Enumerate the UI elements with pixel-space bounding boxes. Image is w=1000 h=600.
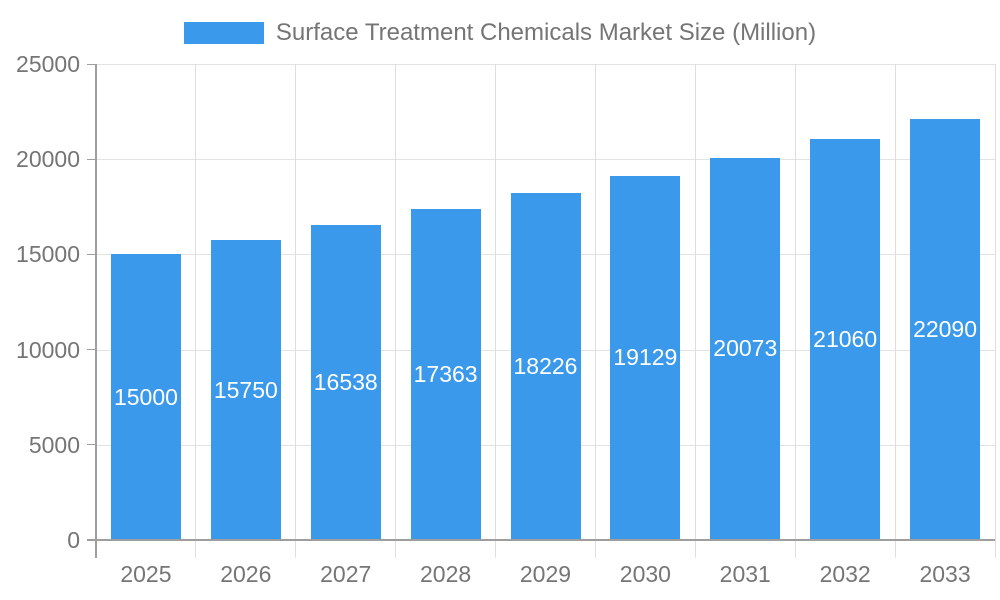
legend-label: Surface Treatment Chemicals Market Size … [275,19,817,46]
y-axis-line [95,64,97,558]
gridline-vertical [295,64,297,558]
bar-2031[interactable]: 20073 [710,157,781,540]
bar-2028[interactable]: 17363 [410,209,481,540]
y-axis-tick-label: 0 [67,527,80,553]
y-axis-tick [87,158,96,160]
x-axis-tick-label: 2033 [919,561,971,587]
gridline-vertical [794,64,796,558]
bar-2029[interactable]: 18226 [510,192,581,540]
gridline-horizontal [96,159,995,161]
bar-value-label: 21060 [813,326,878,353]
y-axis-tick [87,253,96,255]
y-axis-tick-label: 25000 [16,51,80,77]
bar-value-label: 19129 [613,344,678,371]
bar-value-label: 15750 [213,376,278,403]
legend: Surface Treatment Chemicals Market Size … [0,19,1000,47]
bar-value-label: 22090 [913,316,978,343]
x-axis-line [87,539,995,541]
gridline-horizontal [96,64,995,65]
bar-value-label: 15000 [113,383,178,410]
y-axis-tick-label: 15000 [16,241,80,268]
y-axis-tick-label: 20000 [16,146,80,173]
legend-swatch-icon [183,22,264,44]
x-axis-tick-label: 2026 [220,561,272,587]
gridline-vertical [195,64,197,558]
y-axis-tick-label: 5000 [28,431,80,458]
gridline-vertical [495,64,497,558]
y-axis-tick-label: 10000 [16,336,80,363]
bar-value-label: 18226 [513,352,578,379]
y-axis-tick [87,63,96,65]
legend-item[interactable]: Surface Treatment Chemicals Market Size … [183,19,817,47]
gridline-vertical [694,64,696,558]
bar-2030[interactable]: 19129 [610,175,681,540]
x-axis-tick-label: 2027 [320,561,372,587]
x-axis-tick-label: 2029 [519,561,572,587]
bar-value-label: 17363 [413,361,478,388]
gridline-vertical [994,64,996,558]
gridline-vertical [395,64,397,558]
y-axis-tick [87,349,96,351]
bar-2026[interactable]: 15750 [210,240,281,540]
bar-value-label: 20073 [713,335,778,362]
y-axis-tick [87,444,96,446]
x-axis-tick-label: 2031 [719,561,771,587]
x-axis-tick-label: 2032 [819,561,871,587]
x-axis-tick-label: 2030 [619,561,671,587]
x-axis-tick-label: 2028 [420,561,472,587]
bar-2033[interactable]: 22090 [910,119,981,540]
bar-2027[interactable]: 16538 [310,225,381,540]
bar-2025[interactable]: 15000 [110,254,181,540]
x-axis-tick-label: 2025 [120,561,172,587]
bar-2032[interactable]: 21060 [810,139,881,540]
gridline-vertical [594,64,596,558]
bar-value-label: 16538 [313,369,378,396]
gridline-vertical [894,64,896,558]
plot-area: 15000 15750 16538 17363 18226 19129 20073 21060… [96,64,996,558]
